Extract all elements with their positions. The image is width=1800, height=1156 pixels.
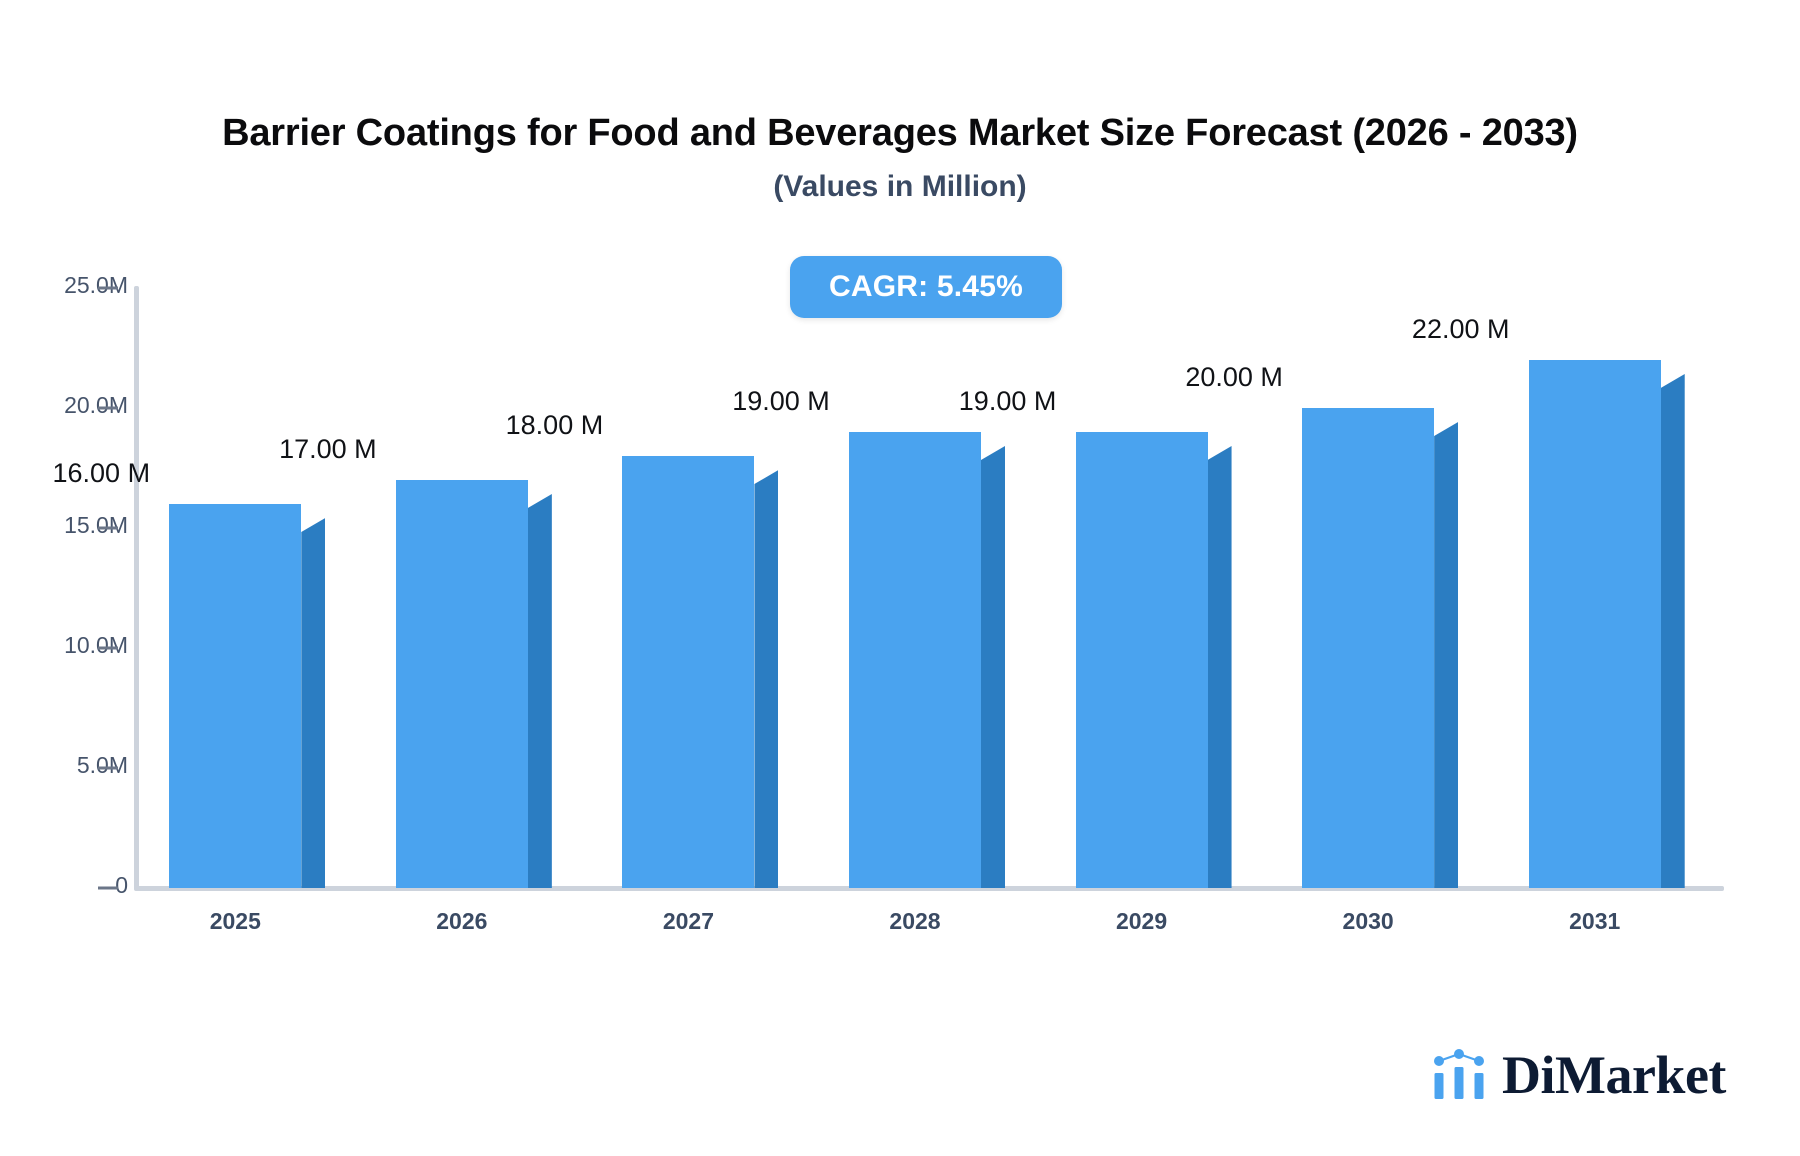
x-axis-tick-label-2027: 2027 — [662, 908, 715, 934]
chart-title: Barrier Coatings for Food and Beverages … — [222, 112, 1578, 154]
bar-value-label-2028: 19.00 M — [732, 386, 830, 416]
bar-side-face — [527, 494, 552, 888]
bar-value-label-2030: 20.00 M — [1185, 362, 1283, 392]
bar-value-label-2029: 19.00 M — [958, 386, 1057, 416]
bar-side-face — [301, 518, 326, 888]
y-axis-tick-mark — [98, 286, 118, 290]
cagr-badge: CAGR: 5.45% — [790, 256, 1062, 318]
bar-value-label-2025: 16.00 M — [52, 458, 151, 488]
plot-area — [134, 288, 1720, 888]
bar-2029 — [1075, 432, 1232, 888]
y-axis-tick-5: 25.0M — [0, 272, 128, 299]
bar-side-face — [1434, 422, 1459, 888]
bar-front-face — [1528, 360, 1661, 888]
bar-front-face — [622, 456, 755, 888]
bar-front-face — [1075, 432, 1208, 888]
bar-front-face — [849, 432, 981, 888]
bar-side-face — [1660, 374, 1685, 888]
bar-2031 — [1528, 360, 1685, 888]
chart-subtitle: (Values in Million) — [773, 170, 1027, 203]
y-axis-tick-label: 20.0M — [64, 392, 128, 418]
y-axis-tick-label: 5.0M — [76, 752, 128, 778]
brand-logo: DiMarket — [1432, 1048, 1726, 1102]
y-axis-tick-label: 0 — [115, 872, 128, 898]
x-axis-tick-label-2026: 2026 — [436, 908, 488, 934]
y-axis-tick-2: 10.0M — [0, 632, 128, 659]
bar-value-label-2031: 22.00 M — [1411, 314, 1510, 344]
y-axis-tick-label: 15.0M — [64, 512, 128, 538]
y-axis-tick-label: 25.0M — [64, 272, 128, 298]
bar-side-face — [1207, 446, 1232, 888]
bar-2028 — [849, 432, 1005, 888]
x-axis-tick-label-2031: 2031 — [1569, 908, 1621, 934]
y-axis-tick-label: 10.0M — [64, 632, 128, 658]
y-axis-tick-mark — [98, 526, 118, 530]
y-axis-tick-mark — [98, 646, 118, 650]
bar-2030 — [1302, 408, 1459, 888]
y-axis-tick-0: 0 — [0, 872, 128, 899]
y-axis-tick-mark — [98, 406, 118, 410]
x-axis-tick-label-2028: 2028 — [889, 908, 941, 934]
bar-front-face — [1302, 408, 1435, 888]
y-axis-tick-mark — [98, 886, 118, 890]
y-axis-tick-labels: 0 5.0M 10.0M 15.0M 20.0M 25.0M — [0, 0, 128, 1156]
y-axis-tick-1: 5.0M — [0, 752, 128, 779]
bar-side-face — [981, 446, 1005, 888]
y-axis-tick-mark — [98, 766, 118, 770]
y-axis-tick-4: 20.0M — [0, 392, 128, 419]
bar-value-label-2027: 18.00 M — [505, 410, 604, 440]
bar-2027 — [622, 456, 779, 888]
x-axis-tick-label-2030: 2030 — [1342, 908, 1394, 934]
bar-value-label-2026: 17.00 M — [279, 434, 377, 464]
y-axis-line — [134, 286, 139, 890]
bar-2026 — [395, 480, 552, 888]
bar-2025 — [169, 504, 326, 888]
x-axis-tick-label-2025: 2025 — [209, 908, 261, 934]
bar-front-face — [169, 504, 302, 888]
bar-side-face — [754, 470, 779, 888]
y-axis-tick-3: 15.0M — [0, 512, 128, 539]
brand-name: DiMarket — [1502, 1045, 1726, 1105]
x-axis-line — [134, 886, 1724, 891]
bar-front-face — [395, 480, 528, 888]
bar-chart-logo-icon — [1432, 1049, 1488, 1101]
x-axis-tick-label-2029: 2029 — [1115, 908, 1168, 934]
